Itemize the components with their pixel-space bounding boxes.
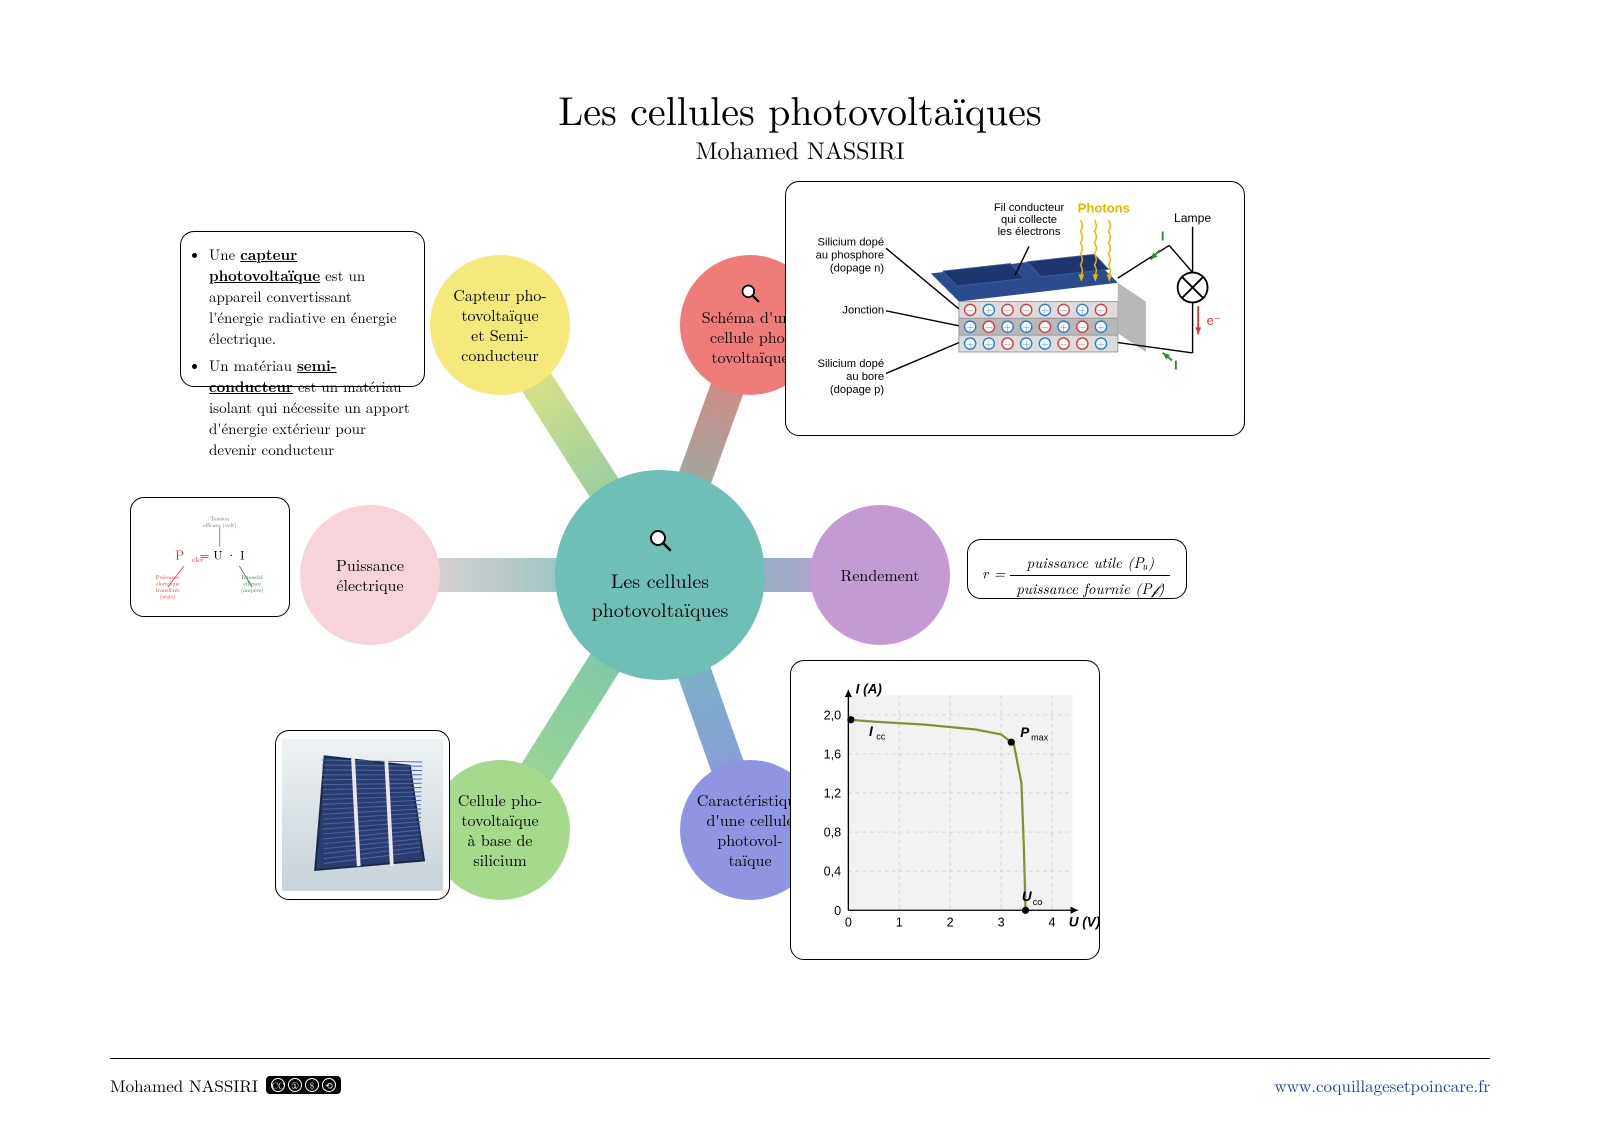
svg-text:I: I: [1161, 229, 1165, 244]
svg-text:I: I: [1174, 358, 1178, 373]
svg-text:1,2: 1,2: [824, 787, 842, 801]
svg-text:+: +: [985, 335, 993, 350]
svg-text:3: 3: [998, 916, 1005, 930]
svg-text:+: +: [966, 335, 974, 350]
svg-text:1,6: 1,6: [824, 747, 842, 761]
svg-text:qui collecte: qui collecte: [1001, 214, 1057, 226]
svg-text:+: +: [966, 318, 974, 333]
magnifier-icon: [648, 528, 672, 559]
footer-left: Mohamed NASSIRI CC①$⟲: [110, 1073, 341, 1097]
svg-text:−: −: [1078, 318, 1086, 333]
branch-silicium: Cellule pho-tovoltaïqueà base desilicium: [430, 760, 570, 900]
svg-text:+: +: [1041, 335, 1049, 350]
svg-text:4: 4: [1048, 916, 1055, 930]
svg-text:0: 0: [834, 904, 841, 918]
svg-text:I: I: [869, 724, 873, 739]
svg-text:(ampère): (ampère): [241, 586, 264, 594]
svg-text:−: −: [1004, 335, 1012, 350]
cc-badge-icon: CC①$⟲: [266, 1076, 341, 1094]
iv-curve-card: 0 1 2 3 4 0 0,4 0,8 1,2 1,6 2,0 I (A) U (V) Icc Pmax Uc…: [790, 660, 1100, 960]
center-label: Les cellules photovoltaïques: [555, 565, 765, 623]
svg-text:cc: cc: [876, 732, 886, 742]
svg-text:+: +: [1097, 318, 1105, 333]
footer-rule: [110, 1058, 1490, 1059]
svg-text:au phosphore: au phosphore: [816, 249, 885, 261]
svg-text:−: −: [985, 318, 993, 333]
svg-text:−: −: [1041, 318, 1049, 333]
svg-text:P: P: [175, 544, 184, 563]
svg-text:−: −: [1004, 302, 1012, 317]
center-bubble: Les cellules photovoltaïques: [555, 470, 765, 680]
schema-card: Silicium dopéau phosphore(dopage n)Jonct…: [785, 181, 1245, 436]
footer-author: Mohamed NASSIRI: [110, 1073, 258, 1097]
svg-text:U (V): U (V): [1069, 915, 1101, 930]
svg-text:Silicium dopé: Silicium dopé: [818, 358, 885, 370]
svg-text:I (A): I (A): [856, 681, 883, 696]
svg-text:max: max: [1031, 732, 1049, 742]
solar-cell-photo-card: [275, 730, 450, 900]
svg-text:(watt): (watt): [160, 592, 176, 600]
svg-text:+: +: [1022, 335, 1030, 350]
rendement-den: puissance fournie (P𝒻): [1010, 576, 1170, 599]
puissance-card: Pelec= U · ITensionefficace (volt)Puissa…: [130, 497, 290, 617]
branch-rendement: Rendement: [810, 505, 950, 645]
svg-text:Silicium dopé: Silicium dopé: [818, 236, 885, 248]
branch-puissance: Puissanceélectrique: [300, 505, 440, 645]
svg-text:Fil conducteur: Fil conducteur: [994, 202, 1065, 214]
svg-text:U: U: [1022, 889, 1033, 904]
rendement-num: puissance utile (Pᵤ): [1010, 552, 1170, 576]
svg-text:efficace (volt): efficace (volt): [203, 521, 236, 529]
svg-text:Lampe: Lampe: [1174, 211, 1211, 225]
svg-text:= U · I: = U · I: [200, 545, 245, 563]
svg-text:−: −: [1097, 302, 1105, 317]
footer-url[interactable]: www.coquillagesetpoincare.fr: [1274, 1073, 1490, 1097]
svg-text:+: +: [1004, 318, 1012, 333]
svg-text:Jonction: Jonction: [842, 305, 884, 317]
svg-text:−: −: [1060, 302, 1068, 317]
svg-text:2,0: 2,0: [824, 708, 842, 722]
svg-text:(dopage n): (dopage n): [830, 263, 884, 275]
svg-text:Photons: Photons: [1078, 201, 1130, 216]
svg-text:−: −: [1060, 335, 1068, 350]
svg-text:2: 2: [947, 916, 954, 930]
svg-text:co: co: [1033, 897, 1043, 907]
svg-text:−: −: [966, 302, 974, 317]
branch-capteur: Capteur pho-tovoltaïqueet Semi-conducteu…: [430, 255, 570, 395]
svg-text:+: +: [1041, 302, 1049, 317]
rendement-lhs: r =: [982, 563, 1005, 584]
svg-text:0,8: 0,8: [824, 826, 842, 840]
svg-text:(dopage p): (dopage p): [830, 384, 884, 396]
svg-text:+: +: [985, 302, 993, 317]
rendement-card: r = puissance utile (Pᵤ) puissance fourn…: [967, 539, 1187, 599]
svg-text:+: +: [1060, 318, 1068, 333]
mindmap-stage: Les cellules photovoltaïques Capteur pho…: [0, 0, 1600, 1000]
svg-text:0,4: 0,4: [824, 865, 842, 879]
svg-text:+: +: [1022, 318, 1030, 333]
definitions-card: Une capteur photovoltaïque est un appare…: [180, 231, 425, 387]
svg-text:+: +: [1078, 302, 1086, 317]
svg-text:1: 1: [896, 916, 903, 930]
svg-text:au bore: au bore: [846, 371, 884, 383]
svg-text:0: 0: [845, 916, 852, 930]
svg-text:e⁻: e⁻: [1207, 313, 1221, 328]
svg-text:−: −: [1078, 335, 1086, 350]
svg-text:P: P: [1020, 725, 1030, 740]
svg-text:+: +: [1097, 335, 1105, 350]
svg-text:−: −: [1022, 302, 1030, 317]
svg-text:les électrons: les électrons: [998, 226, 1061, 238]
